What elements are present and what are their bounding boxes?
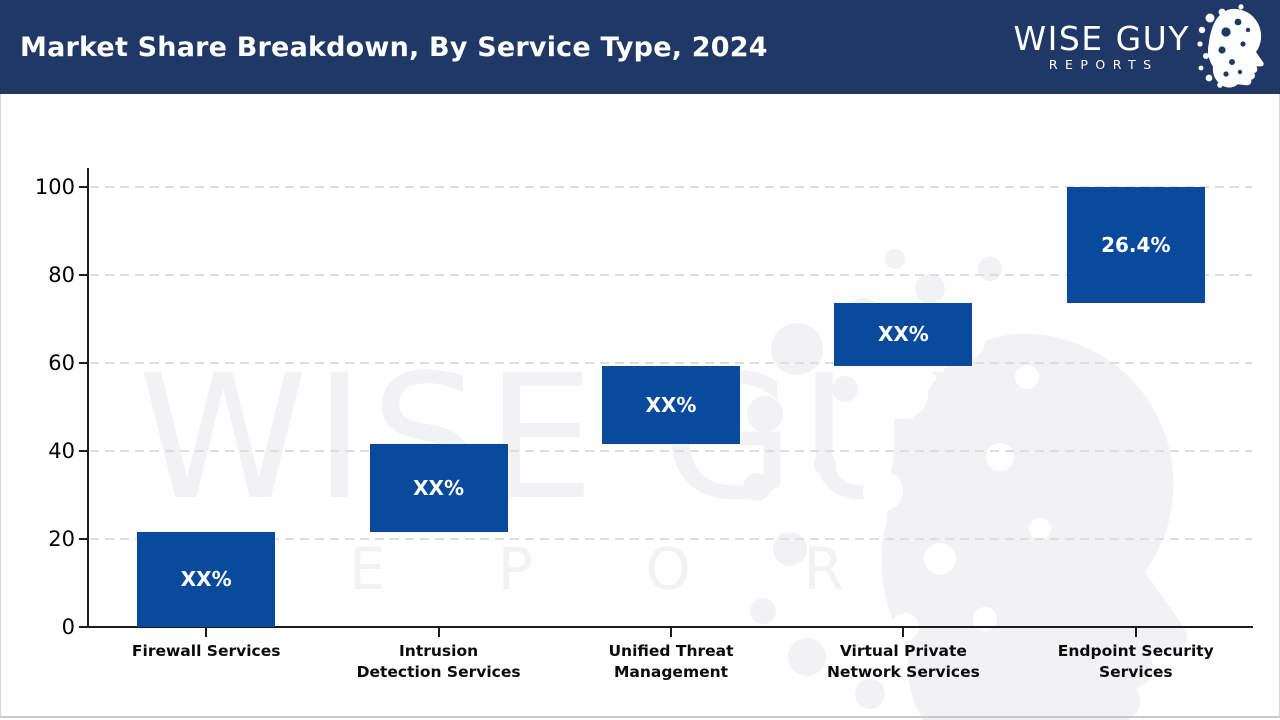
y-tick-mark bbox=[79, 274, 88, 276]
gridline-40 bbox=[90, 450, 1252, 452]
category-label-line: Intrusion bbox=[399, 642, 479, 660]
header-bar: Market Share Breakdown, By Service Type,… bbox=[0, 0, 1280, 94]
y-tick-mark bbox=[79, 362, 88, 364]
y-tick-mark bbox=[79, 186, 88, 188]
category-label: Virtual Private Network Services bbox=[788, 641, 1018, 683]
category-label-line: Firewall Services bbox=[131, 642, 281, 660]
x-tick-mark bbox=[1134, 628, 1137, 637]
x-tick-mark bbox=[437, 628, 440, 637]
category-label: Unified Threat Management bbox=[556, 641, 786, 683]
page-title: Market Share Breakdown, By Service Type,… bbox=[20, 31, 768, 63]
category-label-line: Detection Services bbox=[356, 663, 521, 681]
y-axis-line bbox=[87, 168, 89, 628]
category-label: Endpoint Security Services bbox=[1021, 641, 1251, 683]
bar-value-label: XX% bbox=[413, 475, 465, 500]
bar-2: XX% bbox=[369, 443, 508, 532]
x-tick-mark bbox=[902, 628, 905, 637]
logo-wordmark: WISE GUY bbox=[1013, 19, 1190, 59]
y-tick-label: 100 bbox=[34, 175, 75, 199]
category-label-line: Endpoint Security bbox=[1057, 642, 1214, 660]
category-label-line: Network Services bbox=[826, 663, 980, 681]
y-tick-mark bbox=[79, 538, 88, 540]
bar-5: 26.4% bbox=[1066, 187, 1205, 304]
y-tick-label: 0 bbox=[61, 615, 75, 639]
bar-value-label: XX% bbox=[877, 322, 929, 347]
logo-subtitle: REPORTS bbox=[1048, 57, 1159, 73]
gridline-100 bbox=[90, 186, 1252, 188]
category-label-line: Management bbox=[613, 663, 729, 681]
watermark: WISE GUY R E P O R T S bbox=[0, 94, 1280, 720]
wise-guy-logo: WISE GUY REPORTS bbox=[1013, 0, 1268, 94]
logo-head-icon bbox=[1197, 4, 1264, 88]
logo-text: WISE GUY REPORTS bbox=[1013, 22, 1190, 72]
bar-value-label: XX% bbox=[180, 567, 232, 592]
bar-3: XX% bbox=[602, 365, 740, 444]
category-label: Firewall Services bbox=[91, 641, 321, 662]
category-label-line: Virtual Private bbox=[839, 642, 967, 660]
y-tick-label: 40 bbox=[48, 439, 75, 463]
x-tick-mark bbox=[205, 628, 208, 637]
x-axis-line bbox=[87, 626, 1253, 628]
y-tick-label: 80 bbox=[48, 263, 75, 287]
bar-4: XX% bbox=[834, 303, 973, 366]
gridline-20 bbox=[90, 538, 1252, 540]
x-tick-mark bbox=[670, 628, 672, 637]
bar-value-label: 26.4% bbox=[1101, 233, 1171, 258]
gridline-80 bbox=[90, 274, 1252, 276]
y-tick-mark bbox=[79, 450, 88, 452]
gridline-60 bbox=[90, 362, 1252, 364]
bar-value-label: XX% bbox=[645, 392, 697, 417]
y-tick-mark bbox=[79, 626, 88, 628]
bar-1: XX% bbox=[137, 531, 276, 627]
category-label: Intrusion Detection Services bbox=[324, 641, 554, 683]
y-tick-label: 60 bbox=[48, 351, 75, 375]
category-label-line: Services bbox=[1098, 663, 1173, 681]
category-label-line: Unified Threat bbox=[608, 642, 734, 660]
y-tick-label: 20 bbox=[48, 527, 75, 551]
